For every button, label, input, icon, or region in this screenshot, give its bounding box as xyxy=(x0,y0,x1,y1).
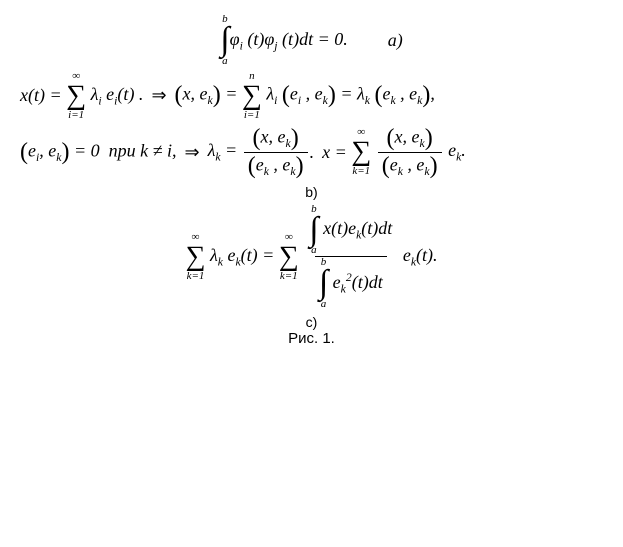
sum-sign: ∞ ∑ k=1 xyxy=(185,232,205,282)
label-c: c) xyxy=(10,314,613,330)
sum-sign: ∞ ∑ k=1 xyxy=(351,127,371,177)
label-a: a) xyxy=(388,30,403,51)
equation-b-line2: (ei, ek) = 0 npu k ≠ i, ⇒ λk = (x, ek) (… xyxy=(10,125,613,180)
figure-caption: Рис. 1. xyxy=(10,330,613,347)
fraction: (x, ek) (ek , ek) xyxy=(244,125,308,180)
integral-sign: b ∫ a xyxy=(220,14,229,67)
equation-b-line1: x(t) = ∞ ∑ i=1 λi ei(t) . ⇒ (x, ek) = n … xyxy=(10,71,613,121)
sum-sign: ∞ ∑ i=1 xyxy=(66,71,86,121)
fraction: b ∫ a x(t)ek(t)dt b ∫ a ek2(t)dt xyxy=(305,204,396,310)
equation-a: b ∫ a φi (t)φj (t)dt = 0. a) xyxy=(10,14,613,67)
label-b: b) xyxy=(10,184,613,200)
sum-sign: ∞ ∑ k=1 xyxy=(279,232,299,282)
sum-sign: n ∑ i=1 xyxy=(242,71,262,121)
fraction: (x, ek) (ek , ek) xyxy=(378,125,442,180)
equation-c: ∞ ∑ k=1 λk ek(t) = ∞ ∑ k=1 b ∫ a x(t)ek(… xyxy=(10,204,613,310)
